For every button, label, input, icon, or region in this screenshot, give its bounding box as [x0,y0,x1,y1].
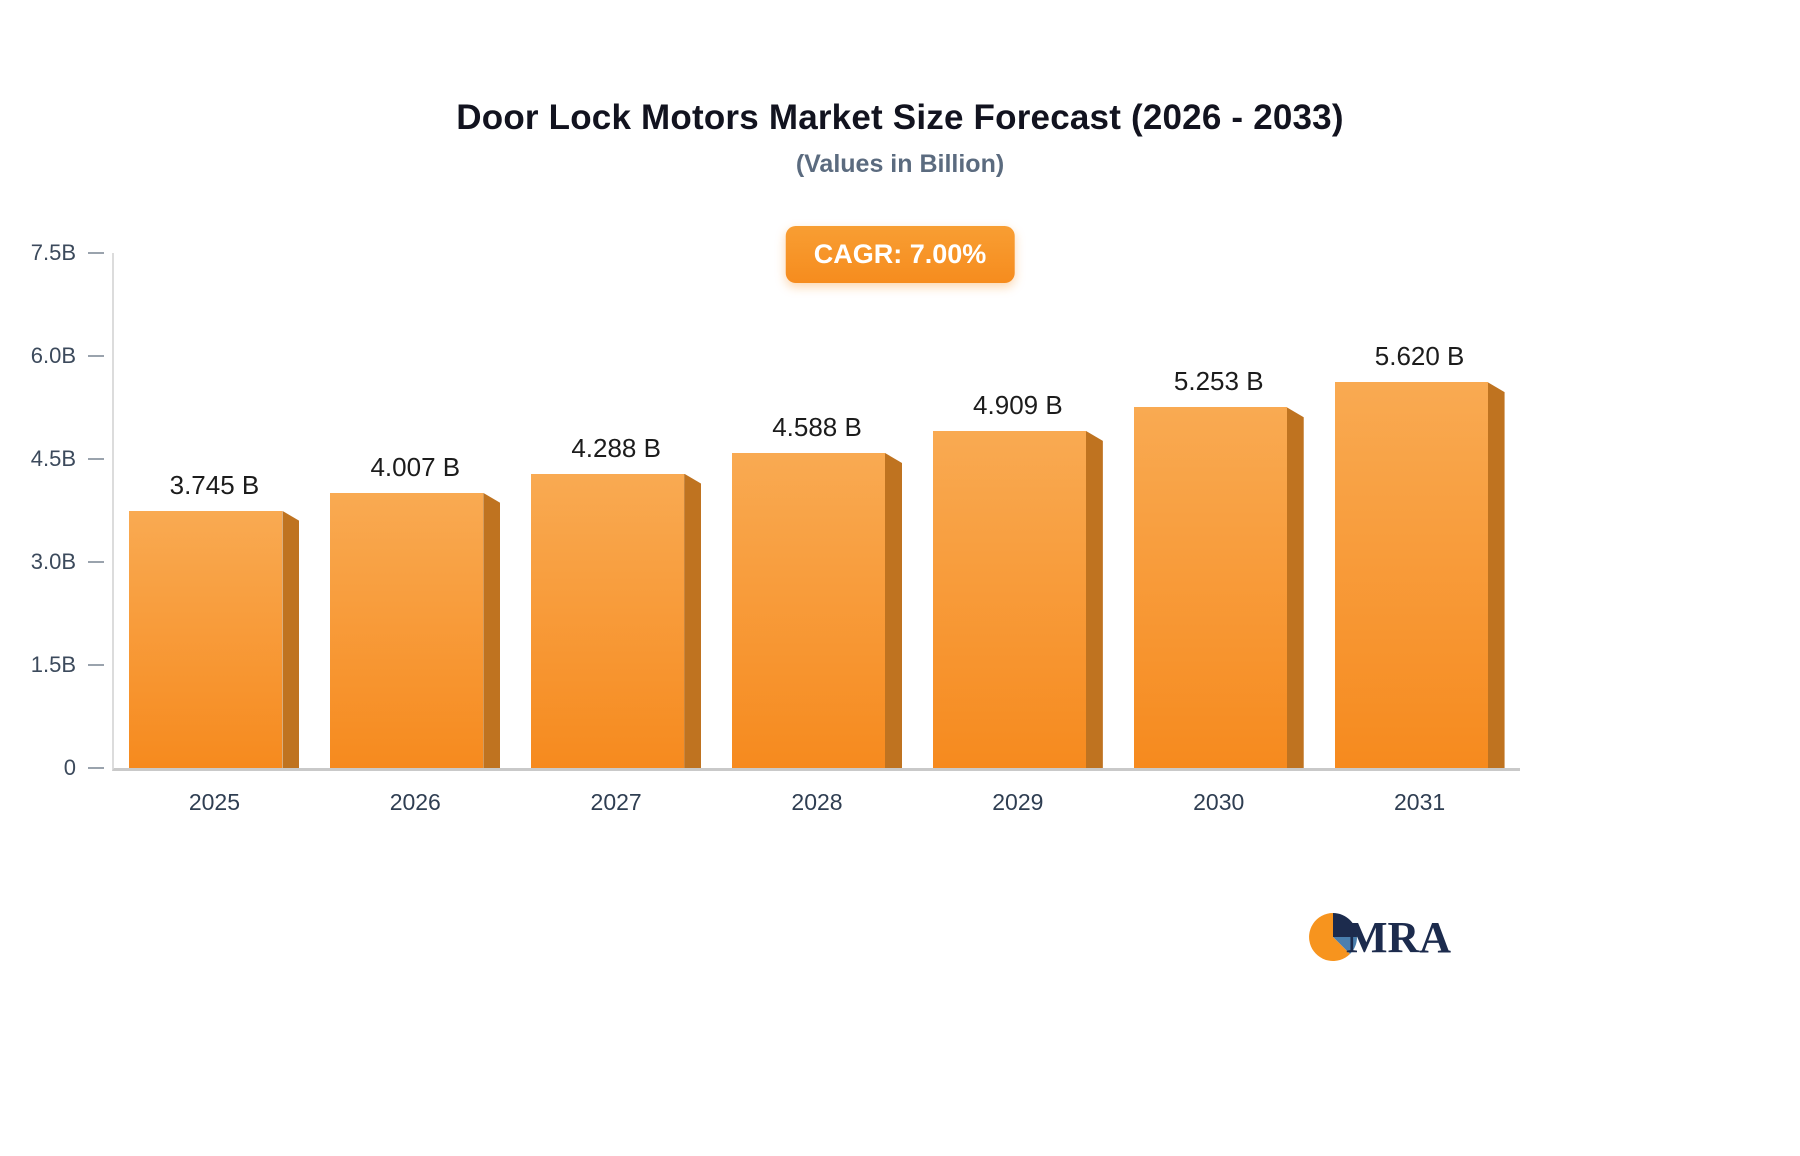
bar-value-label: 4.588 B [772,411,862,442]
y-axis-tick-label: 1.5B [30,652,76,677]
bar-face [1133,407,1287,768]
bar-value-label: 4.909 B [973,389,1063,420]
y-axis-tick: 6.0B [31,343,104,369]
bar-value-label: 3.745 B [169,469,260,500]
bar-group: 4.909 B 2029 [917,253,1118,815]
y-axis-tick: 7.5B [31,240,104,266]
y-axis-tick-mark [88,664,104,666]
bars-row: 3.745 B 2025 4.007 B 2026 4.288 B 2027 4.588 B… [114,253,1520,815]
bar-face [732,452,885,768]
bar [732,452,902,768]
bar-face [129,510,283,768]
chart-title: Door Lock Motors Market Size Forecast (2… [456,98,1344,137]
y-axis-tick-label: 3.0B [30,549,76,574]
y-axis-tick-label: 0 [63,755,76,780]
x-axis-label: 2028 [791,789,843,815]
x-axis-label: 2025 [188,789,240,815]
bar-value-label: 4.288 B [571,432,661,463]
bar-side-shadow [1286,407,1304,768]
bar-side-shadow [1085,430,1103,768]
mra-logo: MRA [1309,913,1451,962]
bar-face [531,473,685,768]
bar-side-shadow [1487,382,1505,768]
bar-group: 4.288 B 2027 [516,253,717,815]
x-axis-label: 2026 [389,789,441,815]
y-axis-tick-mark [88,355,104,357]
y-axis-tick-mark [88,767,104,769]
y-axis-tick-label: 6.0B [30,343,76,368]
bar-side-shadow [684,473,702,768]
bar-value-label: 4.007 B [370,451,461,482]
bar-group: 5.620 B 2031 [1319,253,1520,815]
y-axis-tick-label: 4.5B [30,446,76,471]
bar-group: 4.588 B 2028 [717,253,918,815]
bar-side-shadow [885,452,902,768]
chart-subtitle: (Values in Billion) [795,150,1005,178]
mra-logo-pie-icon [1309,913,1358,961]
bar-group: 4.007 B 2026 [315,253,516,815]
y-axis-tick: 4.5B [31,446,104,472]
y-axis-tick: 3.0B [31,549,104,575]
mra-logo-text: MRA [1346,913,1451,962]
bar-side-shadow [282,510,300,768]
x-axis-label: 2031 [1393,789,1446,815]
bar [330,492,501,768]
x-axis-label: 2027 [590,789,642,815]
bar-side-shadow [483,492,501,768]
y-axis-tick-mark [88,458,104,460]
bar-group: 5.253 B 2030 [1118,253,1319,815]
y-axis-tick-mark [88,561,104,563]
cagr-badge: CAGR: 7.00% [785,226,1015,283]
bar [1133,407,1304,768]
bar [129,510,300,768]
plot-area: 3.745 B 2025 4.007 B 2026 4.288 B 2027 4.588 B… [31,240,1520,815]
bar-face [330,492,484,768]
bar [531,473,702,768]
y-axis-tick-label: 7.5B [30,240,76,265]
y-axis-tick: 0 [64,755,104,781]
y-axis-tick-mark [88,252,104,254]
x-axis-label: 2030 [1193,789,1245,815]
bar [1334,382,1505,768]
bar [932,430,1103,768]
bar-value-label: 5.620 B [1374,341,1465,372]
y-axis-tick: 1.5B [31,652,104,678]
bar-value-label: 5.253 B [1173,366,1264,397]
bar-group: 3.745 B 2025 [114,253,315,815]
bar-face [1334,382,1488,768]
x-axis-label: 2029 [992,789,1044,815]
bar-face [932,430,1086,768]
